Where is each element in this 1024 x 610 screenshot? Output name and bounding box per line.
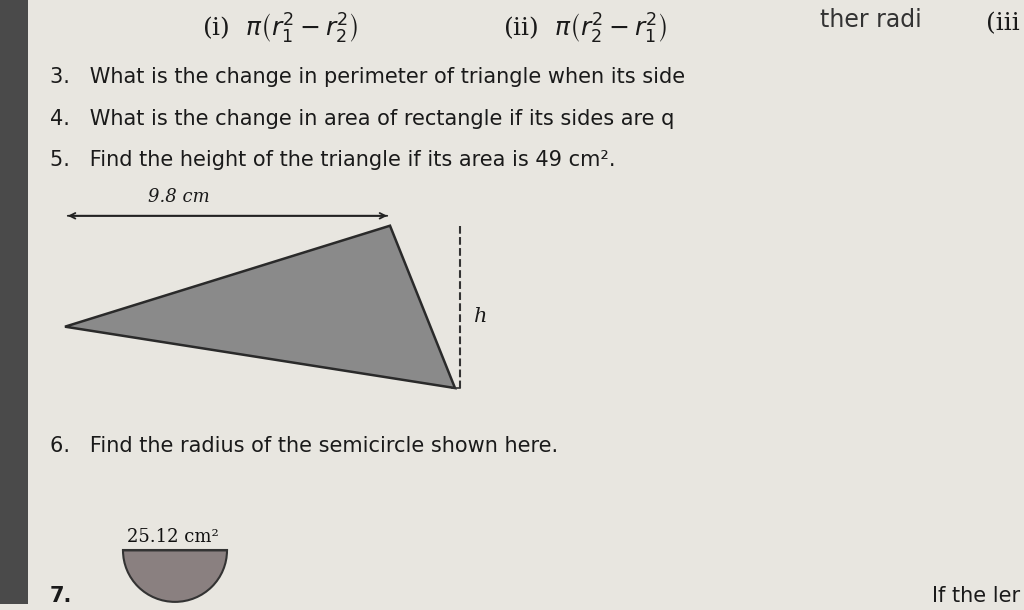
Text: 9.8 cm: 9.8 cm [147, 188, 210, 206]
Text: h: h [474, 307, 487, 326]
Text: (i)  $\pi\left(r_1^2 - r_2^2\right)$: (i) $\pi\left(r_1^2 - r_2^2\right)$ [202, 12, 358, 46]
Text: (iii: (iii [986, 12, 1020, 35]
Text: 6.   Find the radius of the semicircle shown here.: 6. Find the radius of the semicircle sho… [50, 436, 558, 456]
Text: 25.12 cm²: 25.12 cm² [127, 528, 219, 547]
Text: If the ler: If the ler [932, 586, 1020, 606]
Polygon shape [65, 226, 455, 388]
Text: (ii)  $\pi\left(r_2^2 - r_1^2\right)$: (ii) $\pi\left(r_2^2 - r_1^2\right)$ [503, 12, 667, 46]
Text: 3.   What is the change in perimeter of triangle when its side: 3. What is the change in perimeter of tr… [50, 67, 685, 87]
Text: 7.: 7. [50, 586, 73, 606]
Text: 5.   Find the height of the triangle if its area is 49 cm².: 5. Find the height of the triangle if it… [50, 151, 615, 170]
Text: ther radi: ther radi [820, 8, 922, 32]
Text: 4.   What is the change in area of rectangle if its sides are q: 4. What is the change in area of rectang… [50, 109, 675, 129]
Bar [0, 0, 28, 604]
Wedge shape [123, 550, 227, 602]
